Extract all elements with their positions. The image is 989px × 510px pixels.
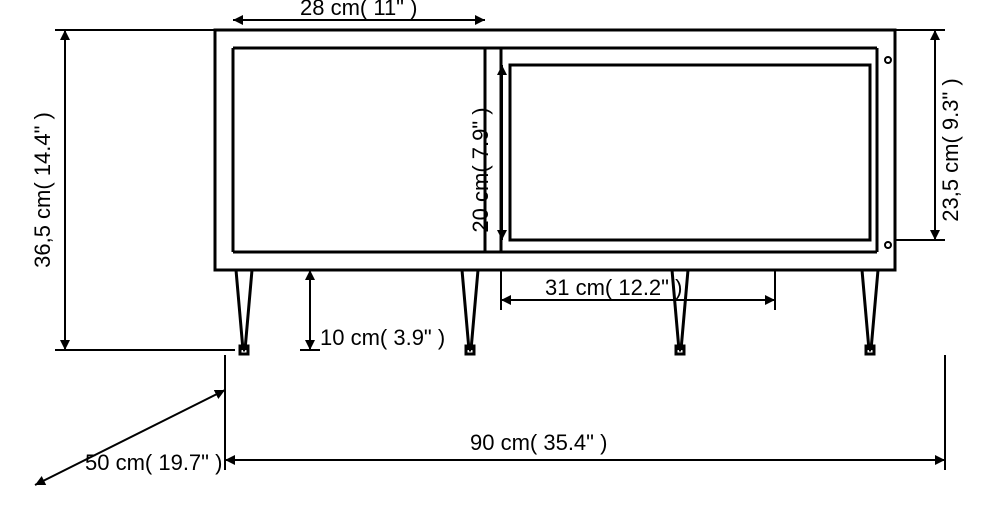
furniture-dimension-diagram: 36,5 cm( 14.4" ) 28 cm( 11" ) 20 cm( 7.9… (0, 0, 989, 510)
label-drawer-width: 31 cm( 12.2" ) (545, 275, 682, 300)
furniture-outline (215, 30, 895, 270)
label-right-height: 23,5 cm( 9.3" ) (938, 78, 963, 222)
label-leg-height: 10 cm( 3.9" ) (320, 325, 445, 350)
dim-leg-height (258, 270, 320, 350)
label-height-left: 36,5 cm( 14.4" ) (30, 112, 55, 268)
label-width-bottom: 90 cm( 35.4" ) (470, 430, 607, 455)
dim-height-left (55, 30, 235, 350)
label-width-top: 28 cm( 11" ) (300, 0, 417, 20)
label-depth: 50 cm( 19.7" ) (85, 450, 222, 475)
label-drawer-height: 20 cm( 7.9" ) (468, 107, 493, 232)
